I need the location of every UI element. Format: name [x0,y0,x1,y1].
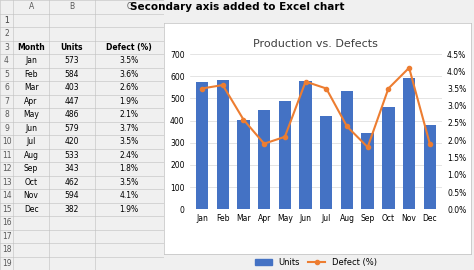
Text: Nov: Nov [24,191,38,200]
Text: 8: 8 [4,110,9,119]
Text: 4.1%: 4.1% [119,191,139,200]
Text: 11: 11 [2,151,11,160]
Bar [341,91,353,209]
Legend: Units, Defect (%): Units, Defect (%) [252,255,380,270]
Bar [217,80,229,209]
Text: 6: 6 [4,83,9,92]
Text: 9: 9 [4,124,9,133]
Text: 4: 4 [4,56,9,65]
Text: 3.7%: 3.7% [119,124,139,133]
Text: C: C [127,2,132,11]
Text: 403: 403 [64,83,79,92]
Text: B: B [69,2,74,11]
Text: 14: 14 [2,191,11,200]
Text: 2.4%: 2.4% [119,151,139,160]
Text: Jun: Jun [25,124,37,133]
Text: 3.5%: 3.5% [119,137,139,146]
Text: Secondary axis added to Excel chart: Secondary axis added to Excel chart [130,2,344,12]
Text: 594: 594 [64,191,79,200]
Text: Apr: Apr [24,97,38,106]
Text: A: A [28,2,34,11]
Text: 1: 1 [4,16,9,25]
Text: 1.9%: 1.9% [119,97,139,106]
Text: 1.9%: 1.9% [119,205,139,214]
Text: 573: 573 [64,56,79,65]
Bar [403,77,415,209]
Text: 584: 584 [65,70,79,79]
Bar [300,81,312,209]
Text: 1: 1 [4,16,9,25]
Text: 420: 420 [65,137,79,146]
Text: 16: 16 [2,218,11,227]
Text: Units: Units [61,43,83,52]
Text: 17: 17 [2,232,11,241]
Text: 382: 382 [65,205,79,214]
Text: 447: 447 [64,97,79,106]
Text: Mar: Mar [24,83,38,92]
Bar [237,120,250,209]
Text: 3.5%: 3.5% [119,56,139,65]
Bar [362,133,374,209]
Text: 533: 533 [64,151,79,160]
Text: Oct: Oct [25,178,37,187]
Bar [279,102,291,209]
Text: 3: 3 [4,43,9,52]
Text: Jul: Jul [27,137,36,146]
Bar [320,116,332,209]
Text: Feb: Feb [24,70,38,79]
Bar [196,82,208,209]
Bar [258,110,270,209]
Text: 579: 579 [64,124,79,133]
Text: 3.5%: 3.5% [119,178,139,187]
Text: 7: 7 [4,97,9,106]
Text: Sep: Sep [24,164,38,173]
Text: 13: 13 [2,178,11,187]
Title: Production vs. Defects: Production vs. Defects [254,39,378,49]
Text: 19: 19 [2,259,11,268]
Text: Jan: Jan [25,56,37,65]
Text: Defect (%): Defect (%) [106,43,152,52]
Text: 3.6%: 3.6% [119,70,139,79]
Text: 2.1%: 2.1% [120,110,139,119]
Text: 15: 15 [2,205,11,214]
Text: 2.6%: 2.6% [119,83,139,92]
Text: Month: Month [17,43,45,52]
Text: 462: 462 [65,178,79,187]
Text: May: May [23,110,39,119]
Bar [424,124,436,209]
Text: 10: 10 [2,137,11,146]
Text: 343: 343 [64,164,79,173]
Text: 2: 2 [4,29,9,38]
Text: 1.8%: 1.8% [120,164,139,173]
Text: 18: 18 [2,245,11,254]
Text: 12: 12 [2,164,11,173]
Bar [382,107,395,209]
Text: Dec: Dec [24,205,38,214]
Text: 5: 5 [4,70,9,79]
Text: 486: 486 [65,110,79,119]
Text: Aug: Aug [24,151,38,160]
